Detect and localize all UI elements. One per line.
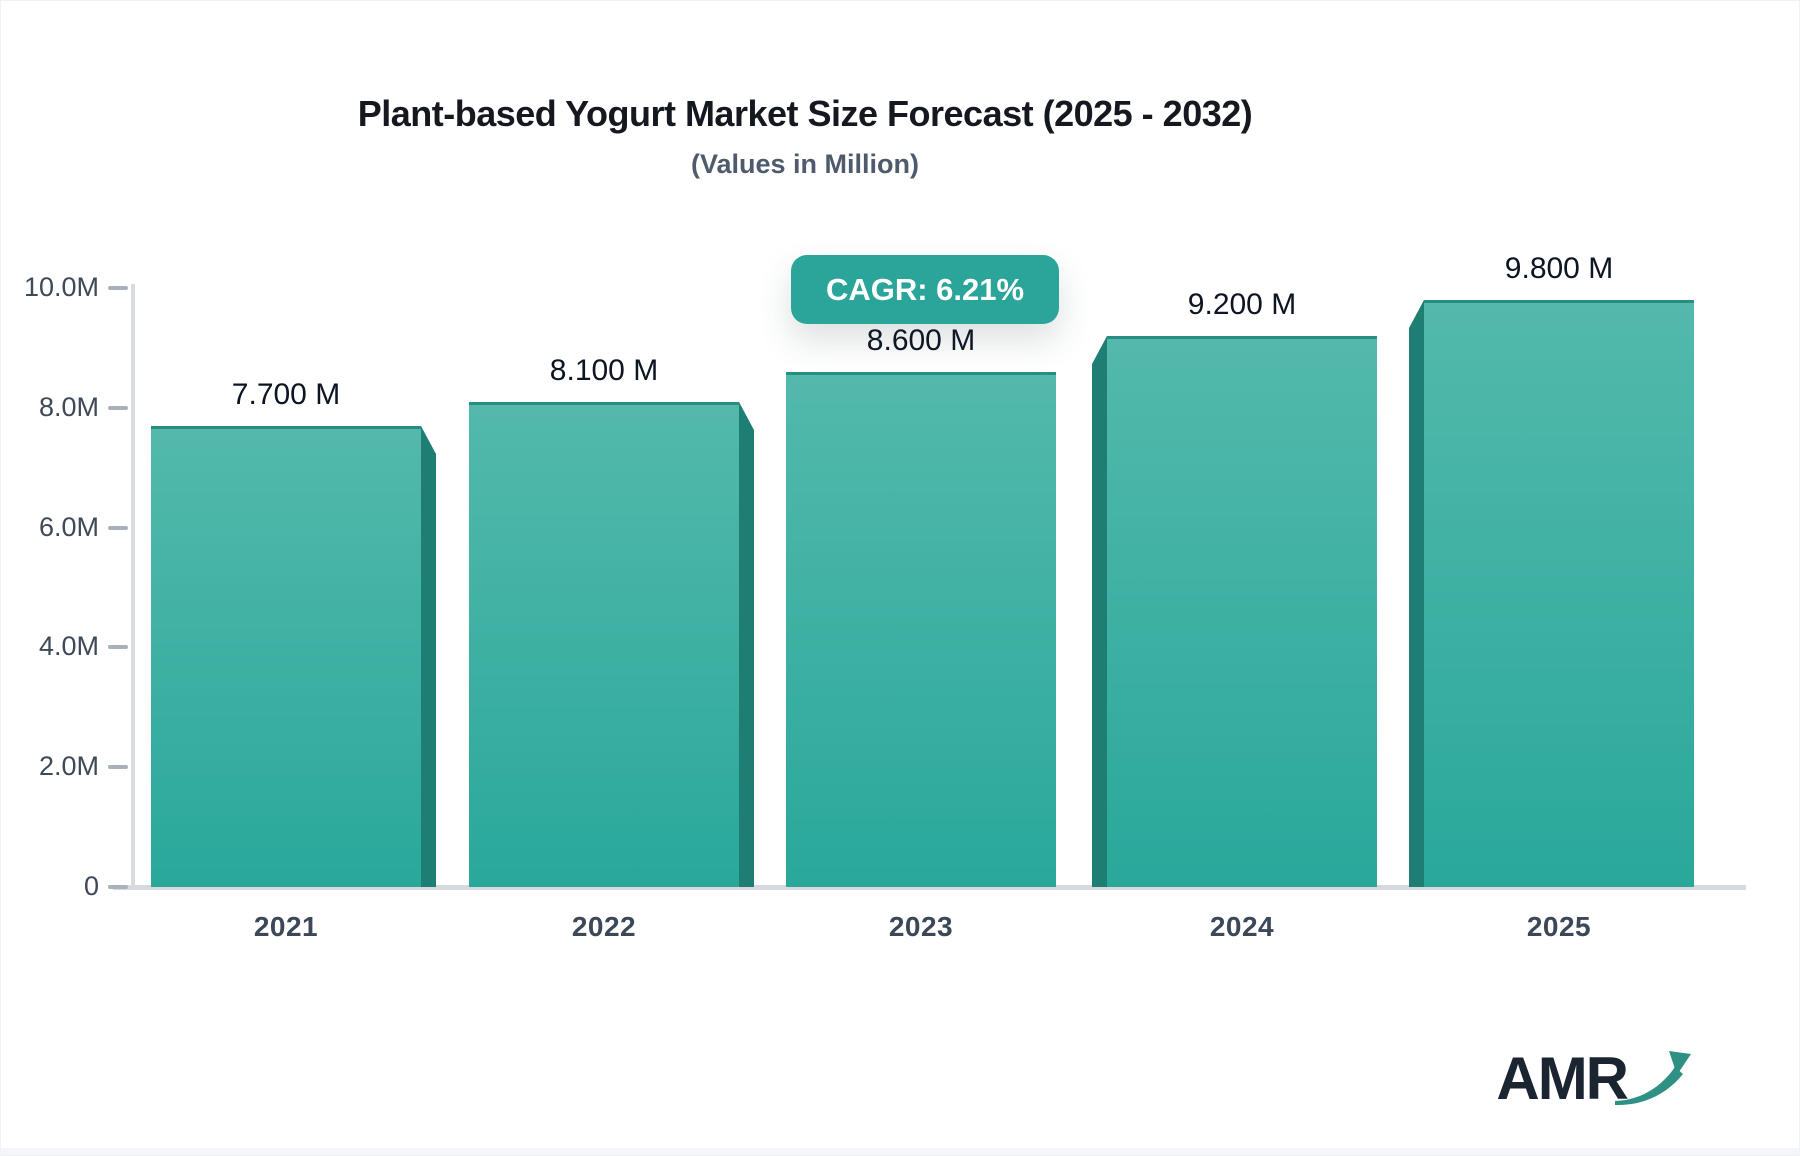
y-tick-dash xyxy=(108,885,128,889)
bar-3d-side xyxy=(421,426,436,887)
x-axis-line xyxy=(113,885,1746,890)
amr-logo-text: AMR xyxy=(1496,1045,1629,1112)
y-tick-label: 0 xyxy=(83,871,99,901)
y-tick-label: 10.0M xyxy=(23,272,99,302)
x-axis-label: 2024 xyxy=(1209,911,1275,942)
bar-value-label: 7.700 M xyxy=(231,378,341,411)
bar-2025: 9.800 M 2025 xyxy=(1409,252,1694,942)
chart-header: Plant-based Yogurt Market Size Forecast … xyxy=(1,93,1609,180)
plot-area: 10.0M 8.0M 6.0M 4.0M 2.0M 0 7.700 M xyxy=(24,252,1746,942)
x-axis-label: 2022 xyxy=(571,911,637,942)
y-tick-dash xyxy=(108,765,128,769)
bar-2023: 8.600 M 2023 xyxy=(786,288,1056,942)
x-axis-label: 2025 xyxy=(1526,911,1592,942)
y-tick-dash xyxy=(108,645,128,649)
bar-2024: 9.200 M 2024 xyxy=(1092,288,1377,942)
x-axis-label: 2021 xyxy=(253,911,319,942)
bar-face xyxy=(786,372,1056,887)
y-axis-line xyxy=(131,284,135,888)
bar-2021: 7.700 M 2021 xyxy=(151,288,436,942)
bar-value-label: 8.600 M xyxy=(866,324,976,357)
y-tick-dash xyxy=(108,286,128,290)
bar-face xyxy=(1424,300,1694,887)
bar-face xyxy=(1107,336,1377,887)
x-axis-label: 2023 xyxy=(888,911,954,942)
amr-logo: AMR xyxy=(1496,1043,1691,1109)
y-tick-dash xyxy=(108,406,128,410)
cagr-badge: CAGR: 6.21% xyxy=(791,255,1059,324)
chart-title: Plant-based Yogurt Market Size Forecast … xyxy=(357,93,1253,134)
bar-2022: 8.100 M 2022 xyxy=(469,288,754,942)
bar-value-label: 9.200 M xyxy=(1187,288,1297,321)
y-tick-label: 4.0M xyxy=(38,631,99,661)
bar-3d-side xyxy=(1409,300,1424,887)
bar-3d-side xyxy=(739,402,754,887)
chart-subtitle: (Values in Million) xyxy=(690,149,920,179)
bar-value-label: 9.800 M xyxy=(1504,252,1614,285)
y-tick-label: 2.0M xyxy=(38,751,99,781)
bar-value-label: 8.100 M xyxy=(549,354,659,387)
bar-face xyxy=(469,402,739,887)
y-tick-label: 6.0M xyxy=(38,512,99,542)
growth-arrow-icon xyxy=(1615,1051,1691,1106)
cagr-badge-label: CAGR: 6.21% xyxy=(825,271,1025,307)
bar-face xyxy=(151,426,421,887)
y-tick-label: 8.0M xyxy=(38,392,99,422)
bar-3d-side xyxy=(1092,336,1107,887)
y-tick-dash xyxy=(108,526,128,530)
